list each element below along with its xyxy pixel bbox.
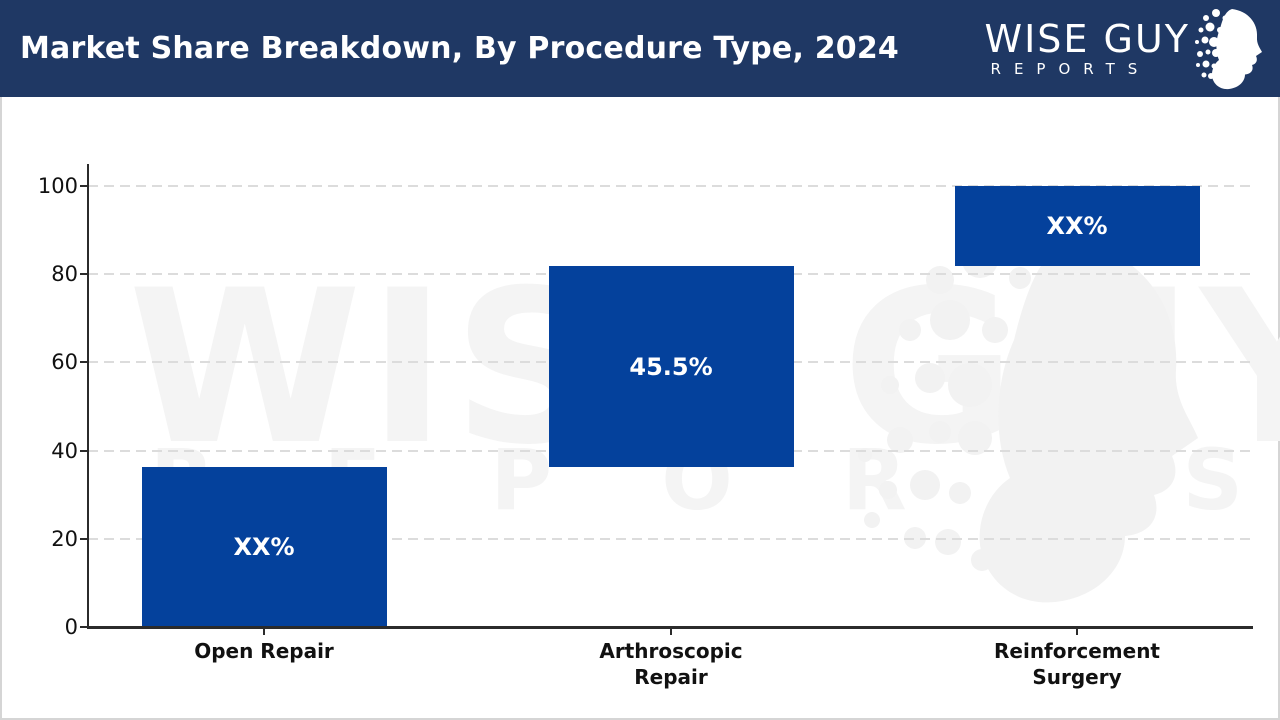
y-axis-tick xyxy=(80,626,88,628)
y-axis-tick xyxy=(80,361,88,364)
logo-head-icon xyxy=(1195,8,1262,89)
wise-guy-reports-logo: WISE GUY REPORTS xyxy=(985,6,1266,92)
x-axis-tick xyxy=(1076,627,1078,635)
x-tick-label-line: Open Repair xyxy=(194,639,334,663)
header-bar: Market Share Breakdown, By Procedure Typ… xyxy=(0,0,1280,97)
y-axis-tick xyxy=(80,273,88,276)
x-tick-label-open-repair: Open Repair xyxy=(104,638,424,664)
y-tick-label: 0 xyxy=(64,615,78,639)
logo-text: WISE GUY REPORTS xyxy=(985,20,1190,77)
y-axis-tick xyxy=(80,449,88,452)
y-axis-tick xyxy=(80,185,88,187)
bar-arthroscopic-repair xyxy=(548,266,794,467)
x-tick-label-line: Reinforcement xyxy=(994,639,1160,663)
x-tick-label-reinforcement-surgery: Reinforcement Surgery xyxy=(917,638,1237,690)
bar-value-label: 45.5% xyxy=(629,352,713,381)
logo-wordmark: WISE GUY xyxy=(984,17,1190,61)
bar-reinforcement-surgery xyxy=(954,186,1200,267)
y-tick-label: 20 xyxy=(51,526,78,551)
x-tick-label-arthroscopic-repair: Arthroscopic Repair xyxy=(511,638,831,690)
y-axis-line xyxy=(87,163,89,629)
gridline xyxy=(88,185,1253,187)
x-tick-label-line: Surgery xyxy=(1032,665,1122,689)
logo-subtitle: REPORTS xyxy=(990,60,1151,78)
y-tick-label: 80 xyxy=(51,262,78,287)
y-axis-tick xyxy=(80,537,88,540)
x-axis-tick xyxy=(670,627,672,635)
chart-title: Market Share Breakdown, By Procedure Typ… xyxy=(20,31,899,66)
bar-value-label: XX% xyxy=(1046,212,1108,241)
bar-open-repair xyxy=(141,466,387,627)
y-tick-label: 60 xyxy=(51,350,78,375)
x-tick-label-line: Repair xyxy=(634,665,708,689)
y-tick-label: 40 xyxy=(51,438,78,463)
y-tick-label: 100 xyxy=(37,174,78,198)
gridline xyxy=(88,537,1253,540)
bar-value-label: XX% xyxy=(233,532,295,561)
x-tick-label-line: Arthroscopic xyxy=(599,639,743,663)
x-axis-tick xyxy=(263,627,265,635)
